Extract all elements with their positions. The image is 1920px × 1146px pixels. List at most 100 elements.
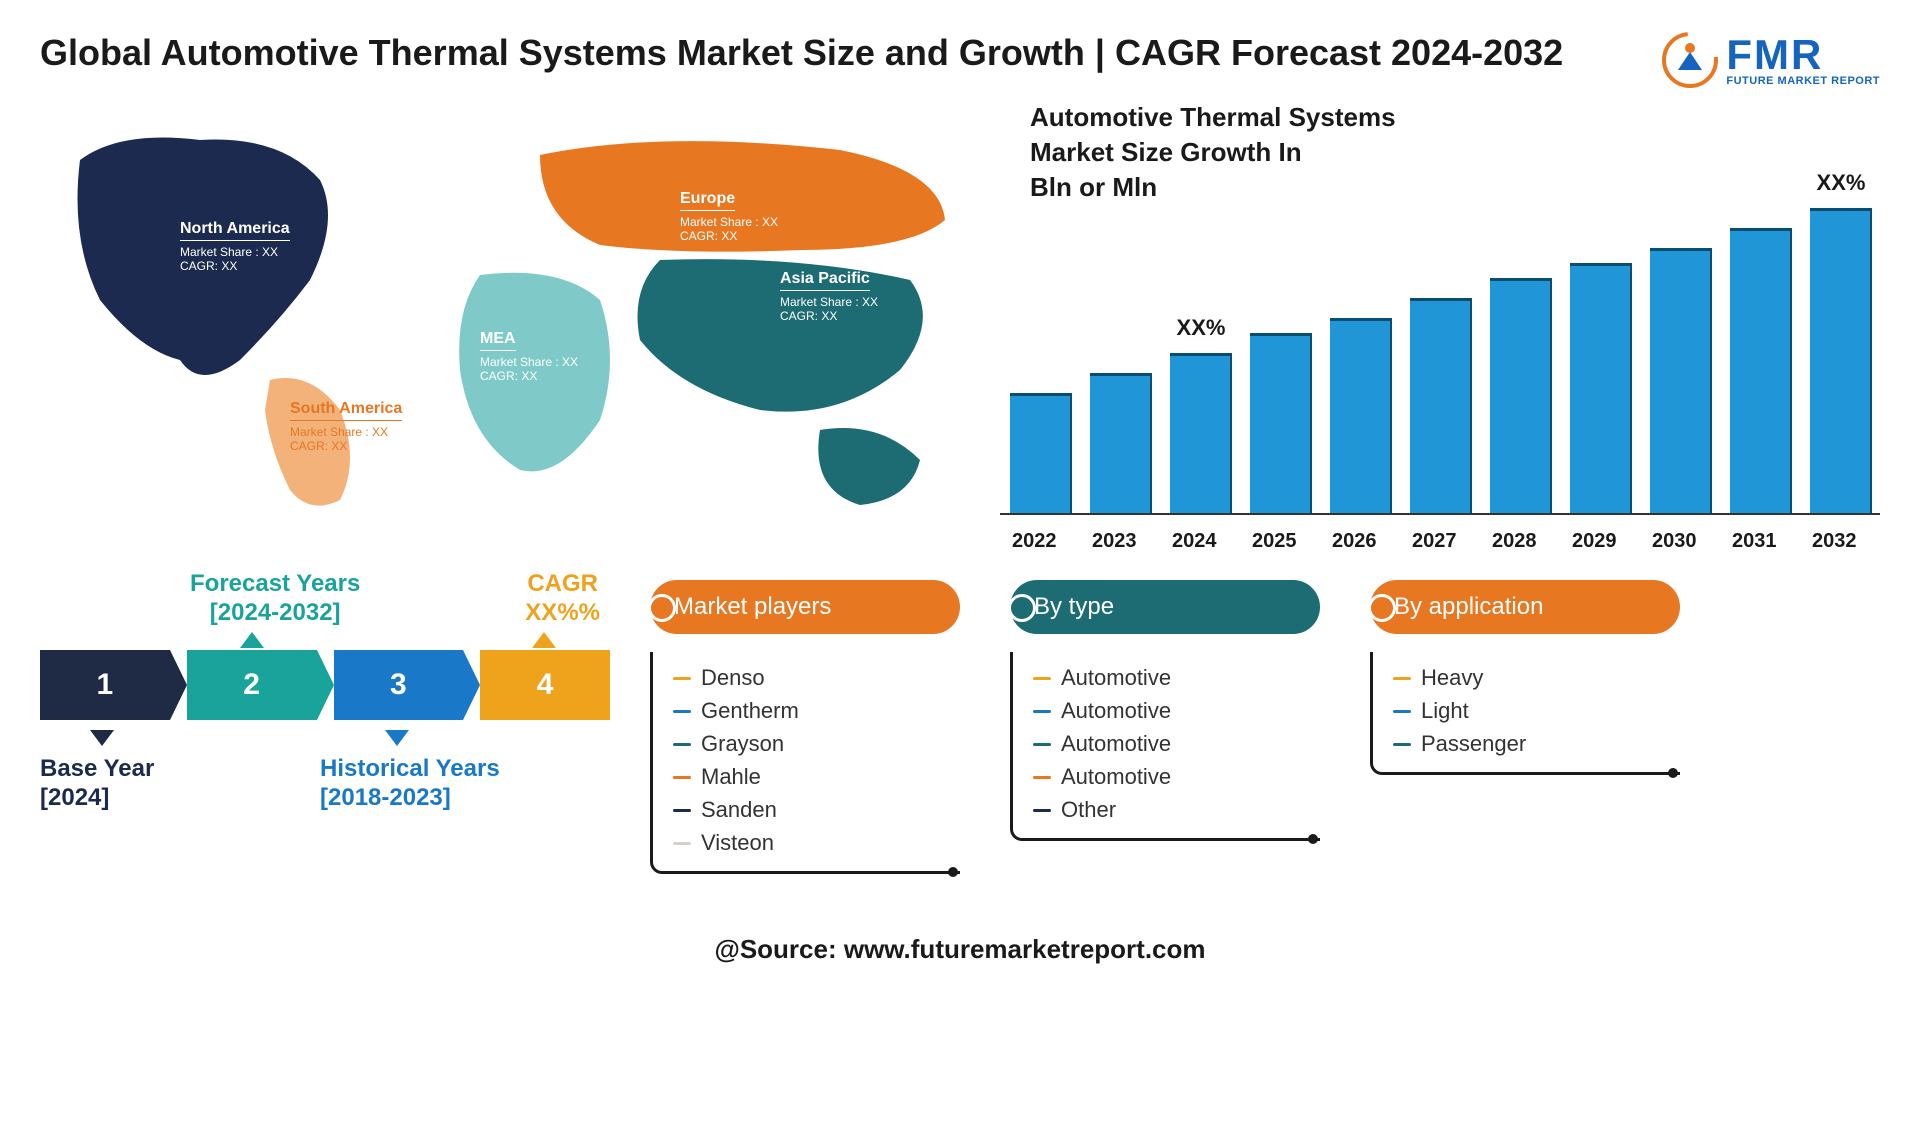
list-item-label: Sanden: [701, 797, 777, 823]
category-box: By application Heavy Light Passenger: [1370, 580, 1680, 874]
category-list: Denso Gentherm Grayson Mahle Sanden Visteon: [650, 652, 960, 874]
list-item-label: Automotive: [1061, 665, 1171, 691]
bar-x-label: 2022: [1012, 530, 1057, 553]
cagr-arrow-icon: [532, 632, 556, 648]
list-item-label: Mahle: [701, 764, 761, 790]
bullet-icon: [673, 809, 691, 812]
list-item-label: Visteon: [701, 830, 774, 856]
bullet-icon: [1393, 710, 1411, 713]
region-label: Asia Pacific Market Share : XXCAGR: XX: [780, 270, 878, 323]
bullet-icon: [1393, 677, 1411, 680]
list-item: Gentherm: [673, 698, 960, 724]
bullet-icon: [673, 842, 691, 845]
list-item-label: Passenger: [1421, 731, 1526, 757]
bar-x-label: 2026: [1332, 530, 1377, 553]
list-item: Automotive: [1033, 698, 1320, 724]
list-item: Light: [1393, 698, 1680, 724]
timeline-segment: 1: [40, 650, 170, 720]
bullet-icon: [1033, 809, 1051, 812]
category-list: Heavy Light Passenger: [1370, 652, 1680, 775]
list-item: Other: [1033, 797, 1320, 823]
timeline-segment: 4: [480, 650, 610, 720]
bullet-icon: [1033, 743, 1051, 746]
bar: 2022: [1010, 393, 1072, 513]
world-map: North America Market Share : XXCAGR: XX S…: [40, 100, 980, 520]
list-item-label: Automotive: [1061, 731, 1171, 757]
bar-x-label: 2030: [1652, 530, 1697, 553]
list-item: Passenger: [1393, 731, 1680, 757]
list-item-label: Light: [1421, 698, 1469, 724]
bullet-icon: [673, 743, 691, 746]
list-item: Visteon: [673, 830, 960, 856]
list-item: Denso: [673, 665, 960, 691]
bar-annotation: XX%: [1817, 170, 1866, 196]
bullet-icon: [1393, 743, 1411, 746]
timeline-segment: 2: [187, 650, 317, 720]
list-item: Sanden: [673, 797, 960, 823]
list-item-label: Automotive: [1061, 764, 1171, 790]
bar: 2032: [1810, 208, 1872, 513]
bar: 2028: [1490, 278, 1552, 513]
list-item: Mahle: [673, 764, 960, 790]
list-item: Automotive: [1033, 764, 1320, 790]
list-item-label: Heavy: [1421, 665, 1483, 691]
logo: FMR FUTURE MARKET REPORT: [1660, 30, 1880, 90]
list-item-label: Gentherm: [701, 698, 799, 724]
list-item-label: Automotive: [1061, 698, 1171, 724]
list-item-label: Denso: [701, 665, 765, 691]
region-label: South America Market Share : XXCAGR: XX: [290, 400, 402, 453]
bar-x-label: 2023: [1092, 530, 1137, 553]
bar-x-label: 2025: [1252, 530, 1297, 553]
bullet-icon: [673, 776, 691, 779]
bars-area: 2022 2023 2024 2025 2026 2027 2028 2029 2030 2031…: [1000, 215, 1880, 515]
bullet-icon: [673, 710, 691, 713]
bar: 2024: [1170, 353, 1232, 513]
bullet-icon: [673, 677, 691, 680]
bar: 2027: [1410, 298, 1472, 513]
bar-x-label: 2028: [1492, 530, 1537, 553]
historical-arrow-icon: [385, 730, 409, 746]
list-item: Heavy: [1393, 665, 1680, 691]
category-box: Market players Denso Gentherm Grayson Mahle S…: [650, 580, 960, 874]
bar-annotation: XX%: [1177, 315, 1226, 341]
forecast-arrow-icon: [240, 632, 264, 648]
logo-subtitle: FUTURE MARKET REPORT: [1726, 76, 1880, 87]
bar: 2023: [1090, 373, 1152, 513]
list-item-label: Other: [1061, 797, 1116, 823]
region-label: MEA Market Share : XXCAGR: XX: [480, 330, 578, 383]
logo-name: FMR: [1726, 34, 1880, 76]
list-item: Grayson: [673, 731, 960, 757]
logo-icon: [1660, 30, 1720, 90]
bullet-icon: [1033, 710, 1051, 713]
bar: 2025: [1250, 333, 1312, 513]
base-year-label: Base Year [2024]: [40, 755, 154, 813]
category-box: By type Automotive Automotive Automotive Aut…: [1010, 580, 1320, 874]
bar: 2030: [1650, 248, 1712, 513]
bar: 2031: [1730, 228, 1792, 513]
bar-x-label: 2032: [1812, 530, 1857, 553]
forecast-label: Forecast Years [2024-2032]: [190, 570, 360, 628]
timeline-segment: 3: [334, 650, 464, 720]
region-label: North America Market Share : XXCAGR: XX: [180, 220, 290, 273]
bar-x-label: 2029: [1572, 530, 1617, 553]
bar-x-label: 2024: [1172, 530, 1217, 553]
bar-chart: Automotive Thermal SystemsMarket Size Gr…: [1000, 100, 1880, 520]
historical-label: Historical Years [2018-2023]: [320, 755, 500, 813]
list-item: Automotive: [1033, 665, 1320, 691]
category-header: By type: [1010, 580, 1320, 634]
bar: 2026: [1330, 318, 1392, 513]
bar-x-label: 2031: [1732, 530, 1777, 553]
region-label: Europe Market Share : XXCAGR: XX: [680, 190, 778, 243]
bar: 2029: [1570, 263, 1632, 513]
base-arrow-icon: [90, 730, 114, 746]
page-title: Global Automotive Thermal Systems Market…: [40, 30, 1563, 77]
list-item-label: Grayson: [701, 731, 784, 757]
category-header: By application: [1370, 580, 1680, 634]
bar-x-label: 2027: [1412, 530, 1457, 553]
bullet-icon: [1033, 776, 1051, 779]
category-header: Market players: [650, 580, 960, 634]
timeline: Forecast Years [2024-2032] CAGR XX%% 123…: [40, 580, 610, 720]
source-attribution: @Source: www.futuremarketreport.com: [40, 934, 1880, 965]
list-item: Automotive: [1033, 731, 1320, 757]
cagr-label: CAGR XX%%: [525, 570, 600, 628]
